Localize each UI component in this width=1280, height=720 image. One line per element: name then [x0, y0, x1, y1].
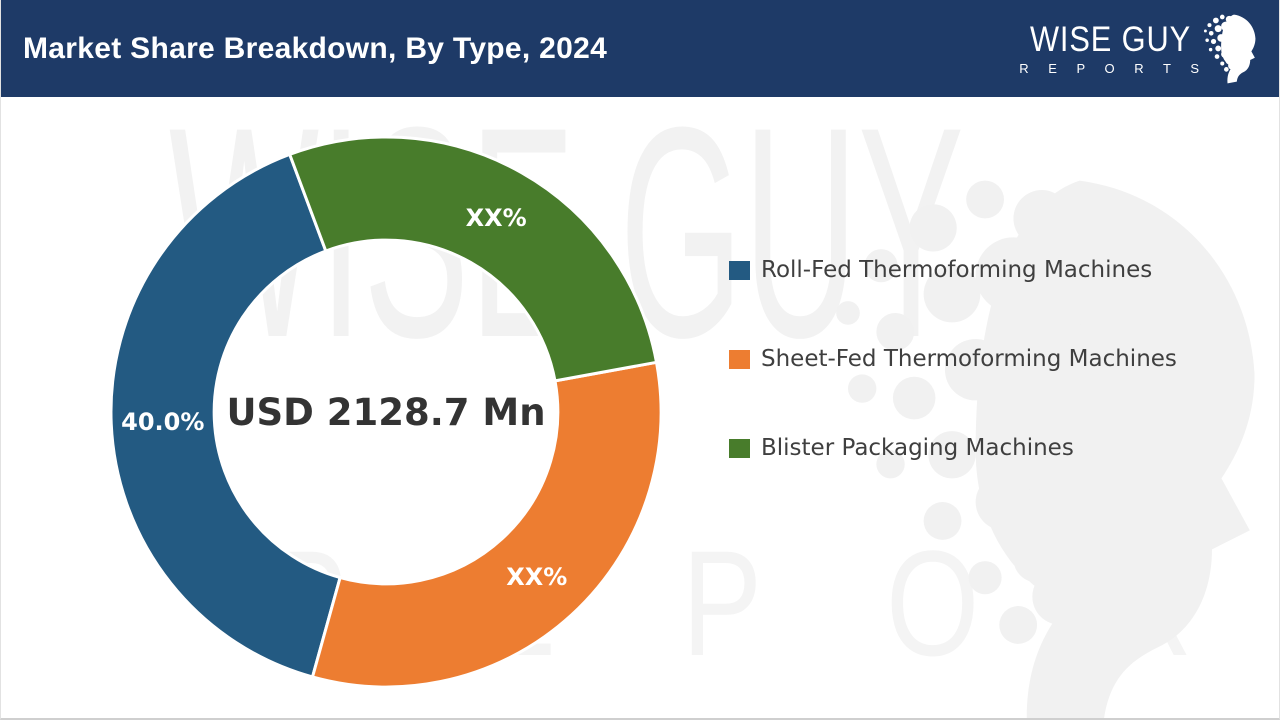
donut-slice-0 [109, 152, 342, 679]
brand-subtitle: R E P O R T S [1019, 61, 1207, 76]
page-title: Market Share Breakdown, By Type, 2024 [23, 31, 608, 65]
legend-item-1: Sheet-Fed Thermoforming Machines [729, 341, 1177, 377]
donut-center-value: USD 2128.7 Mn [226, 391, 545, 434]
donut-chart: 40.0% XX% XX% USD 2128.7 Mn [109, 135, 663, 689]
legend-swatch-icon [729, 438, 750, 458]
chart-legend: Roll-Fed Thermoforming Machines Sheet-Fed… [729, 252, 1177, 466]
background-watermark: WISE GUY R E P O R T S [1, 97, 1279, 720]
brand-name: WISE GUY [1029, 20, 1191, 59]
slice-label-2: XX% [466, 204, 527, 232]
donut-slice-1 [311, 360, 663, 689]
legend-item-2: Blister Packaging Machines [729, 430, 1177, 466]
brand-logo: WISE GUY R E P O R T S [1013, 11, 1263, 87]
legend-item-0: Roll-Fed Thermoforming Machines [729, 252, 1177, 288]
slice-label-1: XX% [506, 563, 567, 591]
header-bar: Market Share Breakdown, By Type, 2024 WI… [1, 0, 1279, 97]
legend-label: Roll-Fed Thermoforming Machines [761, 257, 1153, 283]
slice-label-0: 40.0% [121, 408, 204, 436]
legend-swatch-icon [729, 260, 750, 280]
legend-label: Sheet-Fed Thermoforming Machines [761, 346, 1177, 372]
legend-label: Blister Packaging Machines [761, 435, 1074, 461]
legend-swatch-icon [729, 349, 750, 369]
brand-face-icon [1199, 11, 1263, 87]
donut-slice-2 [288, 135, 658, 383]
brand-logo-text: WISE GUY R E P O R T S [1013, 22, 1207, 75]
